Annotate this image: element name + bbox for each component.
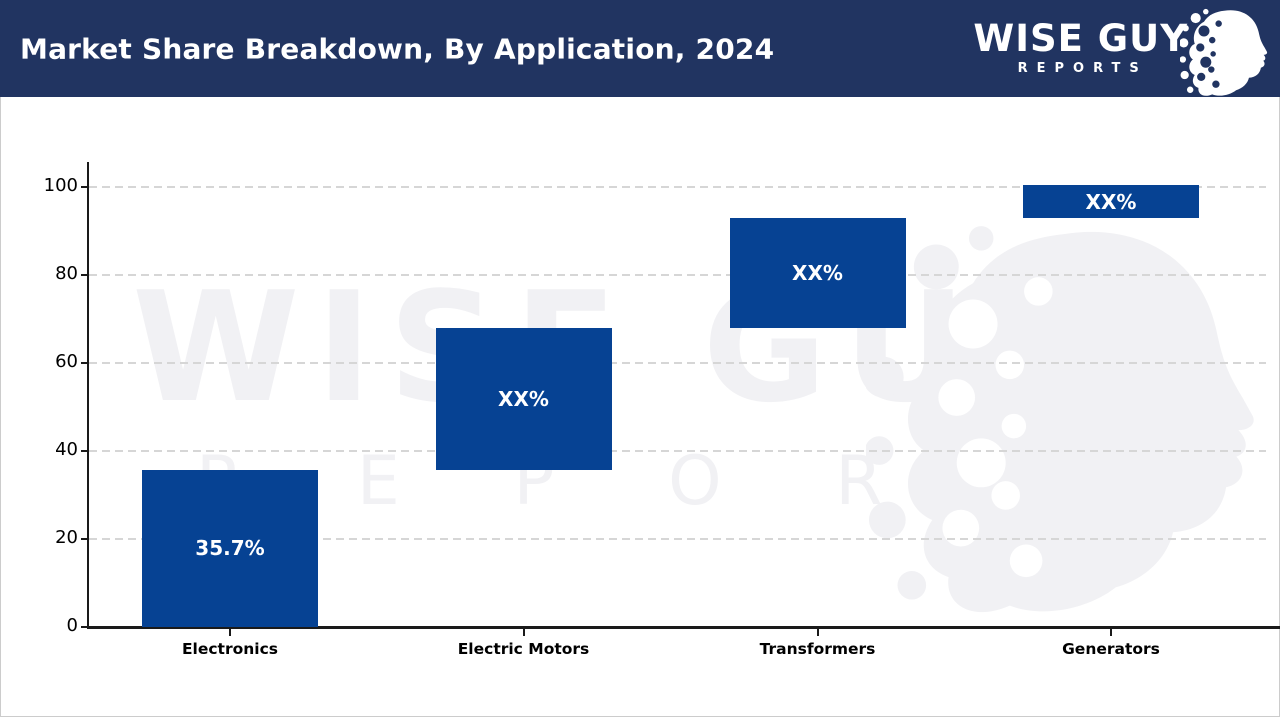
y-axis-line [87,162,89,629]
bar-value-label-electric-motors: XX% [498,387,549,412]
bar-electronics: 35.7% [142,469,318,627]
y-tick-label-0: 0 [66,615,78,636]
bar-value-label-electronics: 35.7% [195,536,265,561]
y-tick-label-60: 60 [55,351,78,372]
brand-logo: WISE GUY REPORTS [973,6,1268,96]
y-tick-label-100: 100 [43,175,78,196]
gridline-60 [89,362,1266,364]
y-tick-label-80: 80 [55,263,78,284]
x-tick-generators [1110,628,1112,636]
bar-generators: XX% [1023,185,1199,219]
gridline-80 [89,274,1266,276]
y-tick-40 [81,450,89,452]
x-tick-electronics [229,628,231,636]
x-tick-label-transformers: Transformers [759,640,876,658]
x-tick-label-electronics: Electronics [181,640,279,658]
header-bar: Market Share Breakdown, By Application, … [0,0,1280,97]
y-tick-20 [81,538,89,540]
bar-value-label-transformers: XX% [792,261,843,286]
page-title: Market Share Breakdown, By Application, … [20,32,775,65]
x-tick-label-electric-motors: Electric Motors [457,640,590,658]
brand-logo-text: WISE GUY REPORTS [973,20,1188,76]
y-tick-label-20: 20 [55,527,78,548]
x-axis-line [87,626,1280,629]
x-tick-electric-motors [522,628,525,636]
bar-transformers: XX% [729,218,906,329]
bar-electric-motors: XX% [435,328,612,470]
bar-value-label-generators: XX% [1085,189,1137,214]
brand-logo-face-icon [1180,8,1268,96]
x-tick-label-generators: Generators [1062,640,1160,658]
brand-logo-name: WISE GUY [973,17,1188,60]
y-tick-label-40: 40 [55,439,78,460]
y-tick-80 [81,274,89,276]
y-tick-60 [81,362,89,364]
gridline-100 [89,186,1266,188]
gridline-40 [89,450,1266,452]
gridline-20 [89,538,1266,540]
brand-logo-subtitle: REPORTS [1017,61,1148,76]
y-tick-0 [81,626,89,628]
y-tick-100 [81,186,89,188]
x-tick-transformers [816,628,819,636]
